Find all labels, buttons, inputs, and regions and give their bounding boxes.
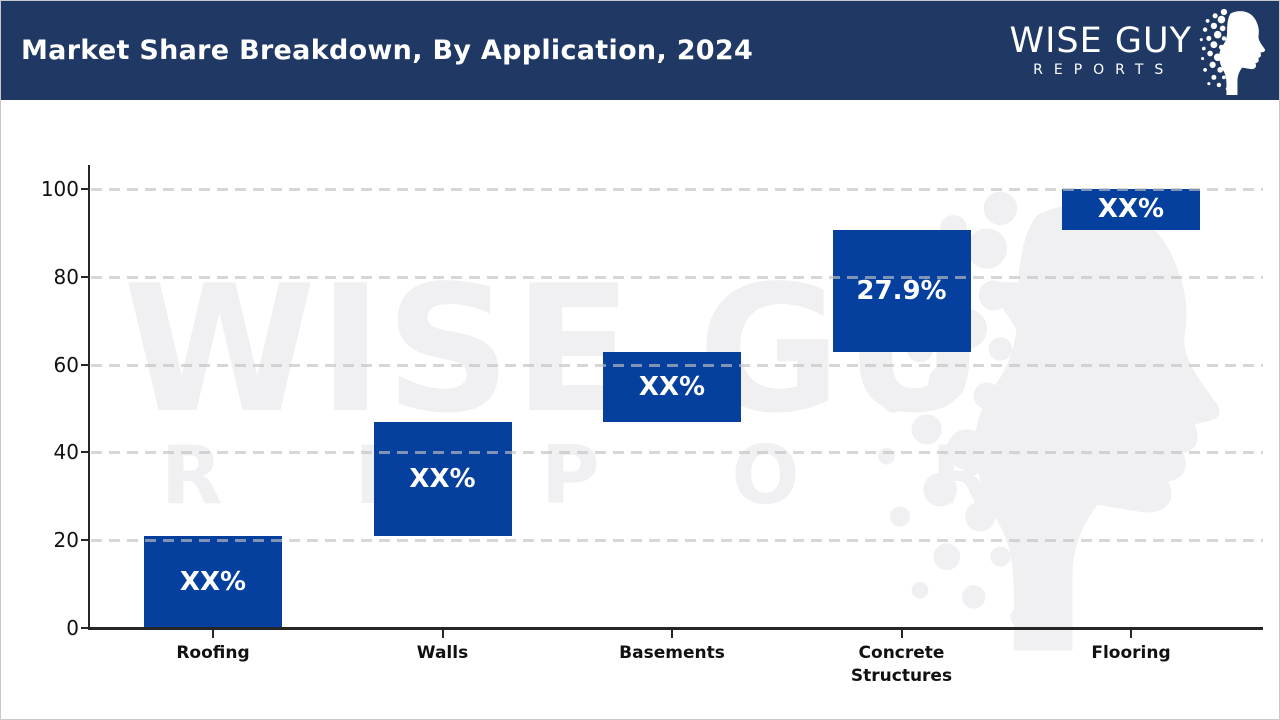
bar-flooring [1062, 189, 1200, 230]
x-axis-spine [88, 627, 1263, 630]
gridline-60 [91, 363, 1263, 367]
x-category-label-roofing: Roofing [176, 643, 250, 663]
x-category-label-basements: Basements [619, 643, 725, 663]
x-category-label-walls: Walls [416, 643, 469, 663]
y-tick-label-40: 40 [53, 440, 79, 465]
y-tick-100 [81, 188, 89, 190]
bar-value-label-walls: XX% [409, 463, 476, 494]
x-category-label-flooring: Flooring [1091, 643, 1171, 663]
y-axis-spine [88, 165, 90, 628]
logo-wiseguy-text: WISE GUY [1009, 21, 1192, 61]
bar-value-label-basements: XX% [638, 371, 706, 402]
bar-value-label-roofing: XX% [179, 566, 247, 597]
y-tick-40 [81, 451, 89, 454]
wiseguy-logo: WISE GUY REPORTS [1009, 7, 1273, 95]
y-tick-label-20: 20 [53, 528, 79, 553]
y-tick-80 [81, 275, 89, 278]
y-tick-label-80: 80 [53, 264, 79, 289]
bar-value-label-concrete-structures: 27.9% [856, 276, 947, 307]
gridline-80 [91, 275, 1263, 279]
bar-value-label-flooring: XX% [1097, 194, 1165, 225]
bar-walls [373, 421, 512, 536]
chart-area: 0 20 40 60 80 100 XX% Roofing XX% Walls XX% Basemen… [1, 100, 1279, 719]
gridline-20 [91, 539, 1263, 543]
page-title: Market Share Breakdown, By Application, … [21, 35, 754, 66]
y-tick-label-100: 100 [40, 177, 79, 201]
bar-concrete-structures [832, 229, 971, 353]
header: Market Share Breakdown, By Application, … [1, 1, 1279, 100]
logo-reports-text: REPORTS [1033, 62, 1175, 78]
x-tick-basements [671, 630, 673, 638]
x-tick-flooring [1130, 630, 1132, 638]
y-tick-label-0: 0 [66, 616, 79, 640]
bar-roofing [144, 535, 282, 628]
x-tick-roofing [212, 630, 214, 638]
y-tick-60 [81, 363, 89, 366]
x-category-label-concrete-structures: Concrete Structures [850, 643, 953, 686]
x-tick-walls [441, 630, 444, 638]
x-tick-concrete-structures [900, 630, 903, 638]
y-tick-0 [81, 627, 89, 629]
gridline-40 [91, 451, 1263, 455]
y-tick-20 [81, 539, 89, 542]
wiseguy-head-icon [1199, 8, 1266, 95]
logo-text: WISE GUY REPORTS [1009, 21, 1192, 78]
y-tick-label-60: 60 [53, 352, 79, 377]
gridline-100 [91, 188, 1263, 191]
